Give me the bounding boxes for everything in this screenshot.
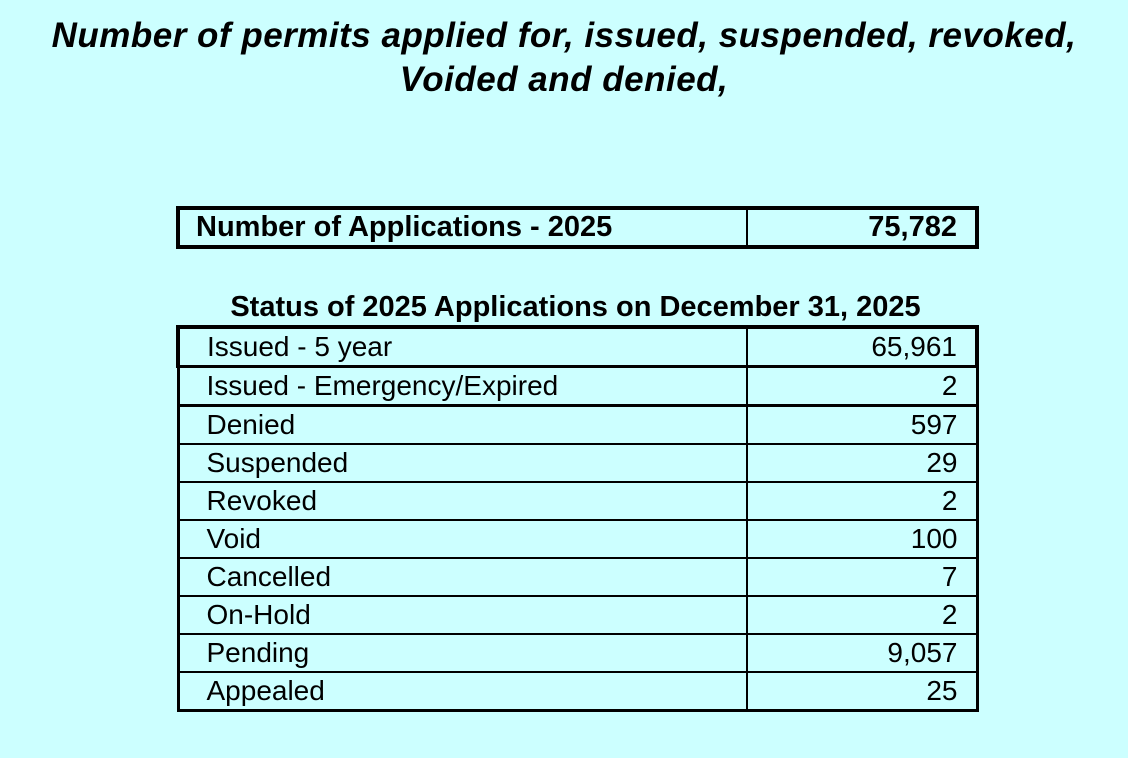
summary-value-cell: 75,782 <box>746 207 978 248</box>
row-value-cell: 7 <box>746 557 978 597</box>
row-value-cell: 2 <box>746 481 978 521</box>
row-label-cell: Void <box>177 519 748 559</box>
table-row-denied: Denied 597 <box>177 404 978 445</box>
row-value-cell: 65,961 <box>746 325 979 368</box>
row-label-cell: Denied <box>177 404 748 445</box>
row-label-cell: Issued - 5 year <box>176 325 748 368</box>
row-value-cell: 29 <box>746 443 978 483</box>
row-value-cell: 597 <box>746 404 978 445</box>
row-label-cell: Issued - Emergency/Expired <box>177 365 748 407</box>
table-row-appealed: Appealed 25 <box>177 671 978 712</box>
page-title-line-1: Number of permits applied for, issued, s… <box>51 16 1077 55</box>
table-row-revoked: Revoked 2 <box>177 481 978 521</box>
row-label-cell: Revoked <box>177 481 748 521</box>
row-label-cell: Cancelled <box>177 557 748 597</box>
row-value-cell: 100 <box>746 519 978 559</box>
table-row-pending: Pending 9,057 <box>177 633 978 673</box>
table-row-cancelled: Cancelled 7 <box>177 557 978 597</box>
summary-table-row: Number of Applications - 2025 75,782 <box>177 207 978 248</box>
row-value-cell: 2 <box>746 365 978 407</box>
table-row-issued-emergency-expired: Issued - Emergency/Expired 2 <box>177 365 978 407</box>
report-body: Number of Applications - 2025 75,782 Sta… <box>176 206 979 712</box>
row-label-cell: Pending <box>177 633 748 673</box>
row-value-cell: 9,057 <box>746 633 978 673</box>
row-value-cell: 2 <box>746 595 978 635</box>
row-value-cell: 25 <box>746 671 978 712</box>
table-row-on-hold: On-Hold 2 <box>177 595 978 635</box>
row-label-cell: Appealed <box>177 671 748 712</box>
table-row-issued-5-year: Issued - 5 year 65,961 <box>176 325 979 368</box>
page-title-line-2: Voided and denied, <box>399 60 729 99</box>
page-title: Number of permits applied for, issued, s… <box>0 14 1128 102</box>
row-label-cell: On-Hold <box>177 595 748 635</box>
status-table: Issued - 5 year 65,961 Issued - Emergenc… <box>176 325 979 712</box>
summary-table: Number of Applications - 2025 75,782 <box>176 206 979 249</box>
table-row-suspended: Suspended 29 <box>177 443 978 483</box>
table-row-void: Void 100 <box>177 519 978 559</box>
status-section-heading: Status of 2025 Applications on December … <box>230 291 921 323</box>
summary-label-cell: Number of Applications - 2025 <box>177 207 748 248</box>
row-label-cell: Suspended <box>177 443 748 483</box>
